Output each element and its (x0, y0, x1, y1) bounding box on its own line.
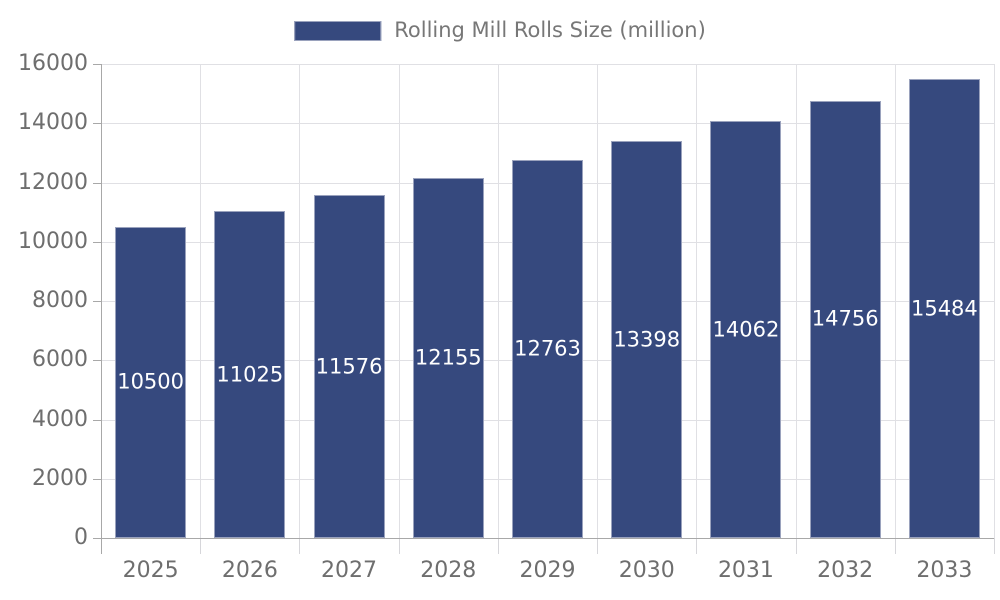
bar (115, 226, 187, 538)
bar-value-label: 15484 (910, 296, 978, 321)
x-tick-label: 2026 (221, 558, 278, 583)
x-gridline (200, 64, 202, 538)
x-tick-label: 2027 (321, 558, 378, 583)
x-tick-mark (398, 538, 400, 554)
y-tick-label: 2000 (32, 465, 88, 491)
y-gridline (101, 123, 994, 125)
x-tick-mark (200, 538, 202, 554)
y-tick-label: 10000 (18, 228, 88, 254)
y-tick-label: 6000 (32, 347, 88, 373)
x-tick-label: 2030 (618, 558, 675, 583)
y-tick-mark (93, 64, 101, 65)
y-tick-label: 4000 (32, 406, 88, 432)
x-tick-label: 2032 (817, 558, 874, 583)
x-gridline (795, 64, 797, 538)
x-tick-label: 2029 (519, 558, 576, 583)
y-tick-label: 16000 (18, 51, 88, 76)
y-tick-mark (93, 478, 101, 480)
x-gridline (894, 64, 896, 538)
y-tick-mark (93, 419, 101, 421)
legend-label: Rolling Mill Rolls Size (million) (394, 18, 706, 42)
bar-value-label: 13398 (613, 327, 681, 352)
y-tick-mark (93, 360, 101, 362)
y-tick-mark (93, 301, 101, 302)
bar (611, 141, 683, 538)
bar (809, 100, 881, 538)
x-tick-mark (497, 538, 499, 554)
y-tick-mark (93, 123, 101, 125)
x-gridline (994, 64, 995, 538)
bar (512, 159, 583, 538)
y-tick-label: 14000 (18, 110, 88, 136)
bar-value-label: 14756 (811, 306, 879, 331)
bar-value-label: 12155 (414, 345, 482, 370)
x-gridline (299, 64, 301, 538)
x-tick-mark (994, 538, 995, 554)
bar-value-label: 12763 (514, 336, 581, 361)
x-tick-mark (894, 538, 896, 554)
bar (313, 195, 385, 538)
x-tick-mark (696, 538, 698, 554)
x-tick-label: 2033 (916, 558, 973, 583)
y-gridline (101, 64, 994, 65)
x-gridline (398, 64, 400, 538)
x-tick-mark (795, 538, 797, 554)
x-gridline (696, 64, 698, 538)
bar-value-label: 14062 (712, 317, 780, 342)
y-tick-label: 12000 (18, 169, 88, 195)
bar (710, 121, 782, 538)
legend-swatch (294, 20, 382, 41)
y-axis-line (101, 64, 102, 554)
y-tick-mark (93, 241, 101, 243)
y-tick-label: 0 (74, 525, 88, 550)
x-tick-label: 2031 (717, 558, 774, 583)
bar (214, 211, 286, 538)
y-tick-mark (93, 182, 101, 184)
x-tick-label: 2028 (420, 558, 477, 583)
bar (412, 177, 484, 538)
x-tick-label: 2025 (122, 558, 179, 583)
y-tick-mark (93, 538, 101, 539)
x-gridline (497, 64, 499, 538)
bar-value-label: 11576 (315, 354, 383, 379)
x-tick-mark (299, 538, 301, 554)
bar-value-label: 10500 (117, 369, 185, 394)
legend: Rolling Mill Rolls Size (million) (294, 20, 706, 41)
bar-value-label: 11025 (216, 362, 284, 387)
bar (908, 79, 980, 538)
x-tick-mark (597, 538, 599, 554)
x-gridline (597, 64, 599, 538)
y-tick-label: 8000 (32, 288, 88, 313)
x-axis-baseline (101, 538, 994, 539)
